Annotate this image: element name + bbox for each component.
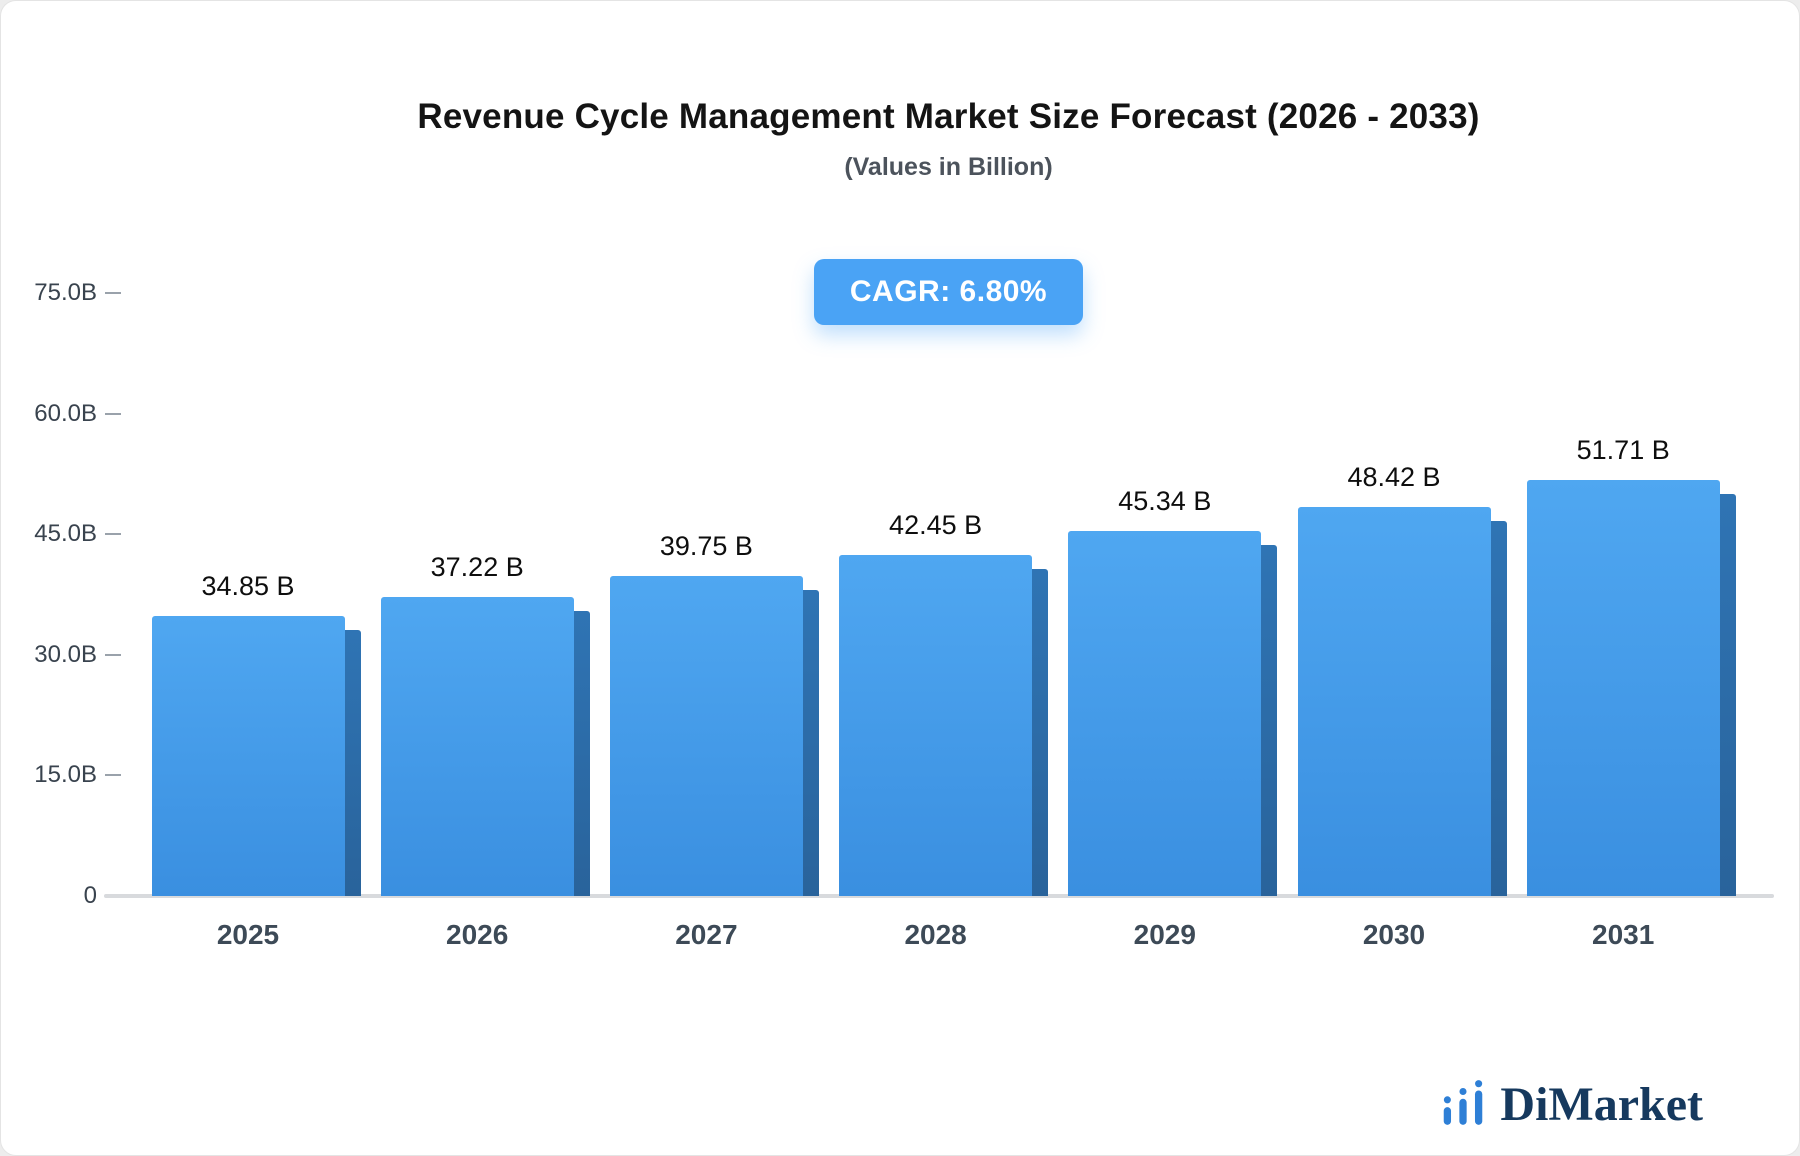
y-axis-tick-label: 75.0B: [34, 279, 97, 306]
bar-side-2027: [802, 590, 819, 896]
bar-chart-icon: [1444, 1080, 1483, 1125]
bar-2027: [609, 576, 803, 896]
bar-side-2031: [1719, 494, 1736, 896]
x-axis-label-2027: 2027: [675, 919, 738, 950]
y-axis-tick-mark: [105, 412, 121, 415]
x-axis-label-2030: 2030: [1362, 919, 1426, 950]
bar-2029: [1068, 531, 1262, 896]
bar-side-2030: [1490, 520, 1507, 896]
chart-subtitle: (Values in Billion): [844, 153, 1053, 181]
cagr-badge-wrap: CAGR: 6.80%: [126, 259, 1771, 325]
bar-side-2028: [1032, 568, 1049, 896]
y-axis-tick-label: 30.0B: [34, 640, 97, 668]
x-axis-label-2029: 2029: [1133, 919, 1196, 950]
y-axis-tick-label: 0: [83, 882, 97, 909]
y-axis-tick-label: 60.0B: [34, 399, 97, 427]
bar-2030: [1297, 506, 1491, 896]
y-axis-tick-label: 15.0B: [34, 761, 97, 789]
y-axis-tick-mark: [105, 774, 121, 777]
y-axis-tick-mark: [105, 292, 121, 294]
bar-side-2026: [573, 610, 590, 896]
brand-logo: DiMarket: [1438, 1079, 1703, 1129]
brand-name: DiMarket: [1500, 1078, 1703, 1131]
bar-side-2025: [344, 629, 361, 896]
bar-2031: [1526, 480, 1720, 896]
bar-value-label-2026: 37.22 B: [430, 551, 524, 582]
x-axis-label-2026: 2026: [446, 919, 509, 950]
bar-value-label-2025: 34.85 B: [201, 570, 295, 601]
bar-side-2029: [1261, 545, 1278, 896]
x-axis-line: [104, 894, 1774, 898]
y-axis-tick-mark: [105, 533, 121, 536]
bar-value-label-2027: 39.75 B: [659, 531, 753, 562]
bar-value-label-2030: 48.42 B: [1347, 461, 1441, 492]
y-axis-tick-label: 45.0B: [34, 520, 97, 548]
bar-2028: [839, 554, 1033, 896]
bar-2025: [151, 615, 345, 896]
y-axis-tick-mark: [105, 653, 121, 656]
x-axis-label-2031: 2031: [1592, 919, 1655, 950]
bar-value-label-2029: 45.34 B: [1118, 486, 1212, 517]
bar-value-label-2031: 51.71 B: [1576, 435, 1670, 466]
bar-value-label-2028: 42.45 B: [889, 509, 983, 540]
chart-title: Revenue Cycle Management Market Size For…: [417, 97, 1480, 136]
bar-2026: [380, 596, 574, 896]
cagr-badge: CAGR: 6.80%: [813, 259, 1084, 325]
chart-header: Revenue Cycle Management Market Size For…: [126, 97, 1771, 182]
x-axis-label-2025: 2025: [216, 919, 280, 950]
x-axis-label-2028: 2028: [904, 919, 967, 950]
